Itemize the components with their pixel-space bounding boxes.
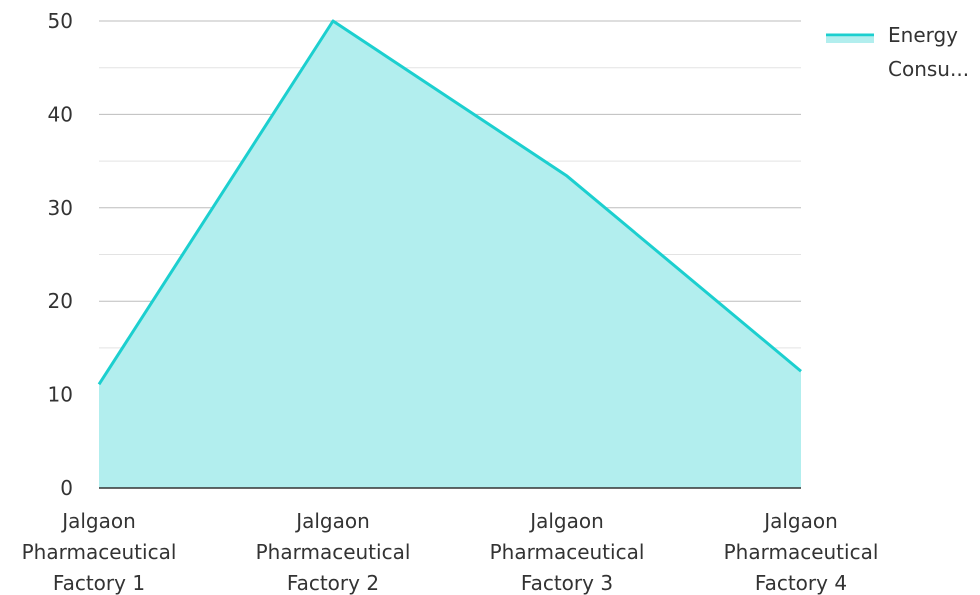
y-tick-label: 0 — [60, 476, 73, 500]
x-category-label-line: Pharmaceutical — [490, 540, 645, 564]
x-category-label-line: Pharmaceutical — [22, 540, 177, 564]
x-category-label-line: Jalgaon — [60, 509, 136, 533]
x-category-label-line: Jalgaon — [294, 509, 370, 533]
x-category-label-line: Pharmaceutical — [256, 540, 411, 564]
x-category-label-line: Factory 2 — [287, 571, 379, 595]
plot-area — [97, 19, 802, 488]
x-category-label: Jalgaon Pharmaceutical Factory 4 — [724, 509, 879, 595]
legend: Energy Consu... — [826, 23, 969, 81]
y-tick-label: 10 — [48, 383, 73, 407]
x-category-label: Jalgaon Pharmaceutical Factory 3 — [490, 509, 645, 595]
x-category-label-line: Jalgaon — [762, 509, 838, 533]
legend-swatch-fill — [826, 37, 874, 43]
series-line — [97, 19, 802, 386]
x-category-label: Jalgaon Pharmaceutical Factory 2 — [256, 509, 411, 595]
area-fill — [99, 21, 801, 488]
x-category-label-line: Jalgaon — [528, 509, 604, 533]
legend-label-line2: Consu... — [888, 57, 969, 81]
legend-label-line1: Energy — [888, 23, 958, 47]
y-tick-label: 30 — [48, 196, 73, 220]
x-category-label-line: Pharmaceutical — [724, 540, 879, 564]
y-tick-label: 50 — [48, 9, 73, 33]
x-category-label-line: Factory 3 — [521, 571, 613, 595]
axes: 0 10 20 30 40 50 Jalgaon Pharmaceutical Factory … — [22, 9, 879, 595]
y-tick-label: 40 — [48, 102, 73, 126]
x-category-label: Jalgaon Pharmaceutical Factory 1 — [22, 509, 177, 595]
y-tick-label: 20 — [48, 289, 73, 313]
x-category-label-line: Factory 4 — [755, 571, 847, 595]
x-category-label-line: Factory 1 — [53, 571, 145, 595]
